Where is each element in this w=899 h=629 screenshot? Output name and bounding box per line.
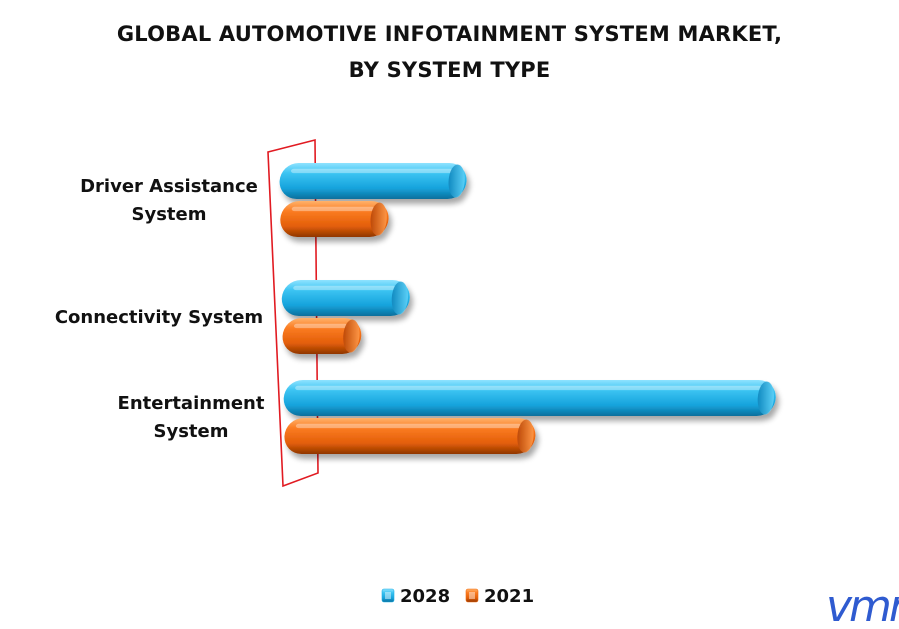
legend: 2028 2021 bbox=[381, 586, 534, 607]
logo-text: vmr bbox=[826, 581, 899, 629]
bar-2028-1 bbox=[281, 280, 410, 316]
bar-2028-0 bbox=[279, 163, 467, 199]
bar-2021-2 bbox=[284, 418, 536, 454]
chart-title-line-2: BY SYSTEM TYPE bbox=[348, 58, 551, 82]
y-axis-wall bbox=[267, 138, 319, 488]
bar-2028-2 bbox=[283, 380, 776, 416]
chart-title-line-1: GLOBAL AUTOMOTIVE INFOTAINMENT SYSTEM MA… bbox=[116, 22, 783, 46]
category-label-0-line-0: Driver Assistance bbox=[80, 176, 258, 197]
legend-item-2028: 2028 bbox=[381, 586, 450, 607]
bar-2021-0 bbox=[280, 201, 389, 237]
legend-label-2028: 2028 bbox=[400, 586, 450, 607]
bar-2021-1 bbox=[282, 318, 362, 354]
category-label-1-line-0: Connectivity System bbox=[55, 307, 263, 328]
legend-label-2021: 2021 bbox=[484, 586, 534, 607]
category-label-0-line-1: System bbox=[132, 204, 207, 225]
category-label-2-line-1: System bbox=[154, 421, 229, 442]
legend-item-2021: 2021 bbox=[465, 586, 534, 607]
vmr-logo: vmr bbox=[826, 581, 899, 629]
category-label-2-line-0: Entertainment bbox=[118, 393, 265, 414]
